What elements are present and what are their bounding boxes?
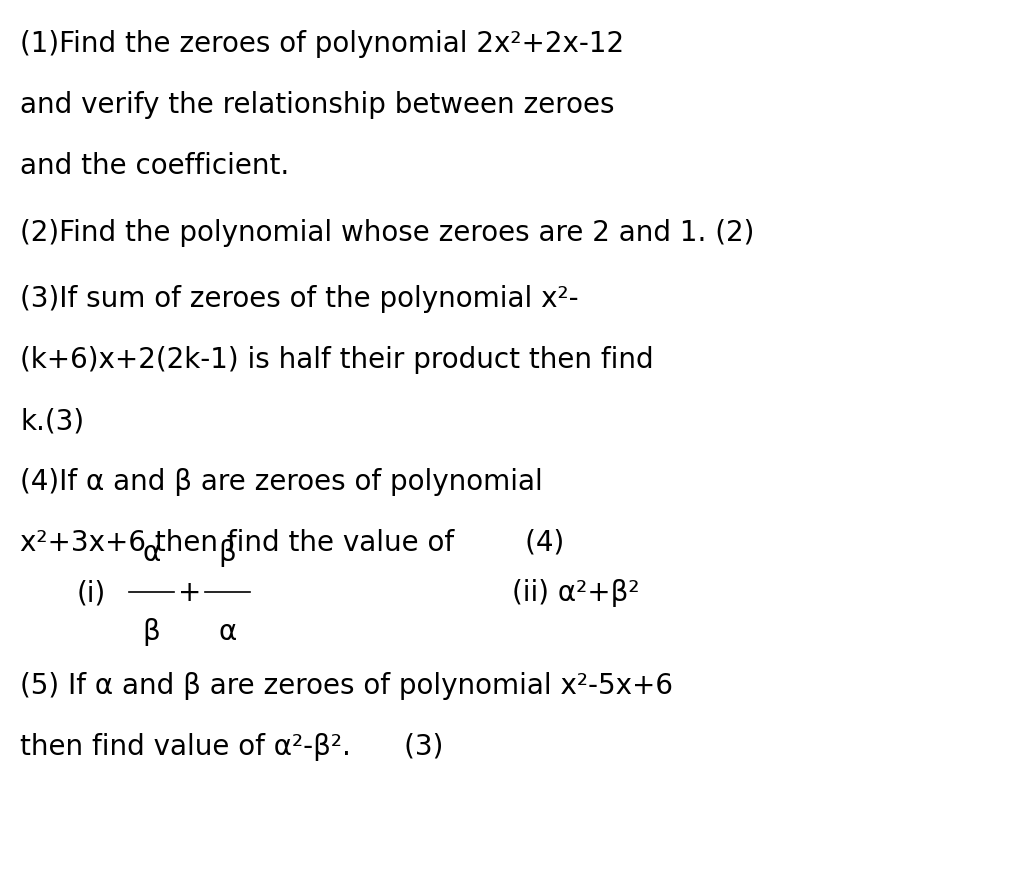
Text: α: α: [218, 617, 237, 645]
Text: x²+3x+6 then find the value of        (4): x²+3x+6 then find the value of (4): [20, 528, 564, 556]
Text: (ii) α²+β²: (ii) α²+β²: [512, 579, 640, 607]
Text: k.(3): k.(3): [20, 407, 85, 434]
Text: (5) If α and β are zeroes of polynomial x²-5x+6: (5) If α and β are zeroes of polynomial …: [20, 671, 674, 699]
Text: (k+6)x+2(2k-1) is half their product then find: (k+6)x+2(2k-1) is half their product the…: [20, 346, 654, 374]
Text: then find value of α²-β².      (3): then find value of α²-β². (3): [20, 732, 443, 760]
Text: (i): (i): [77, 579, 106, 607]
Text: (3)If sum of zeroes of the polynomial x²-: (3)If sum of zeroes of the polynomial x²…: [20, 285, 580, 313]
Text: and the coefficient.: and the coefficient.: [20, 152, 290, 180]
Text: (2)Find the polynomial whose zeroes are 2 and 1. (2): (2)Find the polynomial whose zeroes are …: [20, 219, 755, 247]
Text: β: β: [142, 617, 161, 645]
Text: (4)If α and β are zeroes of polynomial: (4)If α and β are zeroes of polynomial: [20, 468, 543, 495]
Text: (1)Find the zeroes of polynomial 2x²+2x-12: (1)Find the zeroes of polynomial 2x²+2x-…: [20, 30, 625, 58]
Text: +: +: [178, 579, 201, 607]
Text: β: β: [218, 539, 237, 567]
Text: and verify the relationship between zeroes: and verify the relationship between zero…: [20, 91, 615, 119]
Text: α: α: [142, 539, 161, 567]
